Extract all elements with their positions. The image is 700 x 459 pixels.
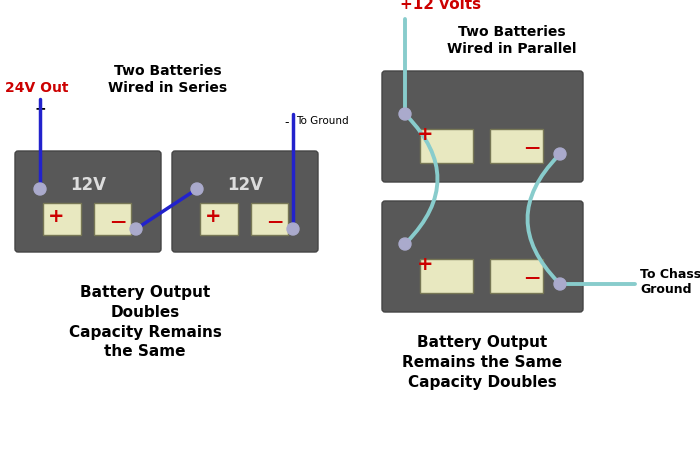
Text: +12 volts: +12 volts	[400, 0, 481, 12]
Text: Battery Output
Doubles
Capacity Remains
the Same: Battery Output Doubles Capacity Remains …	[69, 285, 221, 358]
Text: Two Batteries
Wired in Parallel: Two Batteries Wired in Parallel	[447, 25, 577, 56]
FancyBboxPatch shape	[382, 202, 583, 312]
Text: 12V: 12V	[227, 176, 263, 194]
Bar	[420, 259, 473, 294]
Text: -: -	[284, 116, 289, 129]
Circle shape	[34, 184, 46, 196]
Text: —: —	[524, 140, 540, 155]
Text: 24V Out: 24V Out	[5, 81, 69, 95]
Bar	[490, 259, 543, 294]
Text: To Ground: To Ground	[296, 116, 349, 126]
Text: To Chassis
Ground: To Chassis Ground	[640, 268, 700, 295]
FancyBboxPatch shape	[382, 72, 583, 183]
Text: +: +	[204, 207, 221, 226]
Bar	[94, 204, 132, 235]
Bar	[200, 204, 238, 235]
Text: +: +	[416, 125, 433, 144]
Text: Two Batteries
Wired in Series: Two Batteries Wired in Series	[108, 63, 228, 95]
Text: —: —	[267, 214, 283, 229]
Circle shape	[554, 149, 566, 161]
Circle shape	[399, 239, 411, 251]
Bar	[251, 204, 288, 235]
Text: +: +	[34, 102, 46, 116]
Text: —: —	[524, 270, 540, 285]
Text: +: +	[48, 207, 64, 226]
Text: 12V: 12V	[70, 176, 106, 194]
Bar	[490, 129, 543, 164]
Circle shape	[287, 224, 299, 235]
Circle shape	[130, 224, 142, 235]
Bar	[43, 204, 81, 235]
Circle shape	[399, 109, 411, 121]
Text: —: —	[111, 214, 126, 229]
Bar	[420, 129, 473, 164]
FancyBboxPatch shape	[15, 151, 161, 252]
FancyBboxPatch shape	[172, 151, 318, 252]
Circle shape	[554, 279, 566, 291]
Circle shape	[191, 184, 203, 196]
Text: Battery Output
Remains the Same
Capacity Doubles: Battery Output Remains the Same Capacity…	[402, 334, 563, 389]
Text: +: +	[416, 255, 433, 274]
